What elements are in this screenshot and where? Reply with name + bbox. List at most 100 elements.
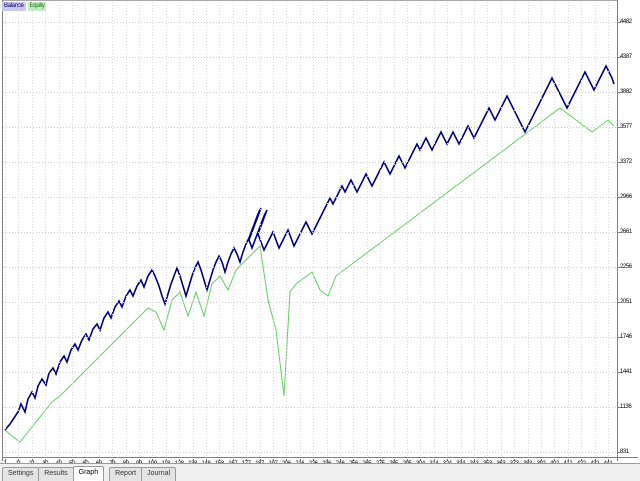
y-axis-tick-label: 2051 [620,299,632,305]
x-axis-tick [433,459,435,461]
x-axis-tick [554,459,556,461]
x-axis-tick [447,459,449,461]
gridline-horizontal [3,197,617,198]
x-axis-tick [206,459,207,461]
tab-journal[interactable]: Journal [141,467,177,481]
y-axis-tick [618,372,621,373]
x-axis-tick [139,459,140,461]
y-axis-tick-label: 3577 [620,124,632,130]
gridline-vertical [139,2,140,457]
y-axis-tick-label: 831 [620,449,629,455]
gridline-vertical [179,2,181,457]
gridline-vertical [474,2,475,457]
gridline-horizontal [3,452,617,453]
x-axis-tick [5,459,6,461]
gridline-vertical [407,2,408,457]
y-axis-tick-label: 4387 [620,54,632,60]
y-axis-tick-label: 1746 [620,334,632,340]
y-axis-tick [618,57,621,58]
x-axis-tick [232,459,234,461]
y-axis-tick-label: 2661 [620,229,632,235]
gridline-horizontal [3,267,617,268]
x-axis-tick [299,459,301,461]
gridline-vertical [581,2,583,457]
x-axis-tick [393,459,395,461]
x-axis-tick [353,459,355,461]
x-axis-tick [581,459,583,461]
gridline-vertical [5,2,6,457]
gridline-vertical [487,2,489,457]
gridline-horizontal [3,57,617,58]
gridline-vertical [286,2,288,457]
x-axis-tick [541,459,542,461]
gridline-vertical [460,2,462,457]
plot-area [3,2,617,457]
x-axis-tick [192,459,194,461]
tab-results[interactable]: Results [38,467,74,481]
tab-graph[interactable]: Graph [72,466,105,481]
x-axis-tick [340,459,341,461]
x-axis-tick [112,459,114,461]
y-axis-tick-label: 1136 [620,404,632,410]
gridline-vertical [165,2,167,457]
gridline-horizontal [3,162,617,163]
gridline-vertical [433,2,435,457]
balance-line [4,64,615,431]
equity-balance-curves [4,64,615,443]
y-axis-tick [618,127,621,128]
x-axis-tick [31,459,33,461]
x-axis-tick [45,459,47,461]
gridline-vertical [393,2,395,457]
tab-list: Settings Results Graph Report Journal [2,465,177,481]
y-axis-tick-label: 4482 [620,19,632,25]
x-axis-tick [527,459,529,461]
tab-report[interactable]: Report [109,467,143,481]
y-axis-tick [618,407,621,408]
gridline-vertical [313,2,315,457]
gridline-vertical [232,2,234,457]
gridline-vertical [246,2,248,457]
gridline-vertical [45,2,47,457]
tab-settings[interactable]: Settings [2,467,40,481]
y-axis-tick [618,232,621,233]
y-axis-tick-label: 3882 [620,89,632,95]
legend-equity: Equity [27,2,47,11]
gridline-vertical [420,2,422,457]
gridline-vertical [326,2,328,457]
x-axis-tick [460,459,462,461]
tab-strip: Settings Results Graph Report Journal [0,463,640,481]
gridline-vertical [554,2,556,457]
gridline-vertical [219,2,221,457]
x-axis-tick [18,459,20,461]
gridline-horizontal [3,232,617,233]
x-axis-tick [366,459,368,461]
y-axis-tick [618,452,621,453]
y-axis-tick-label: 1441 [620,369,632,375]
gridline-vertical [112,2,114,457]
chart-frame: 4482 4387 3882 3577 3372 2966 2661 2256 2051 1746… [0,0,640,467]
x-axis-tick [165,459,167,461]
gridline-vertical [500,2,502,457]
plot-left-axis [2,0,3,461]
gridline-vertical [514,2,516,457]
plot-bottom-axis [2,457,638,458]
gridline-vertical [353,2,355,457]
y-axis-tick-label: 2256 [620,264,632,270]
x-axis-tick [286,459,288,461]
plot-right-axis [617,0,618,461]
x-axis-tick [273,459,274,461]
x-axis-tick [608,459,609,461]
gridline-horizontal [3,127,617,128]
legend-balance: Balance [2,2,26,11]
gridline-vertical [527,2,529,457]
gridline-vertical [366,2,368,457]
x-axis-tick [420,459,422,461]
gridline-horizontal [3,302,617,303]
gridline-vertical [72,2,73,457]
gridline-vertical [259,2,261,457]
y-axis-labels: 4482 4387 3882 3577 3372 2966 2661 2256 2051 1746… [619,0,640,463]
equity-line [4,107,615,443]
y-axis-tick-label: 2966 [620,194,632,200]
gridline-vertical [18,2,20,457]
